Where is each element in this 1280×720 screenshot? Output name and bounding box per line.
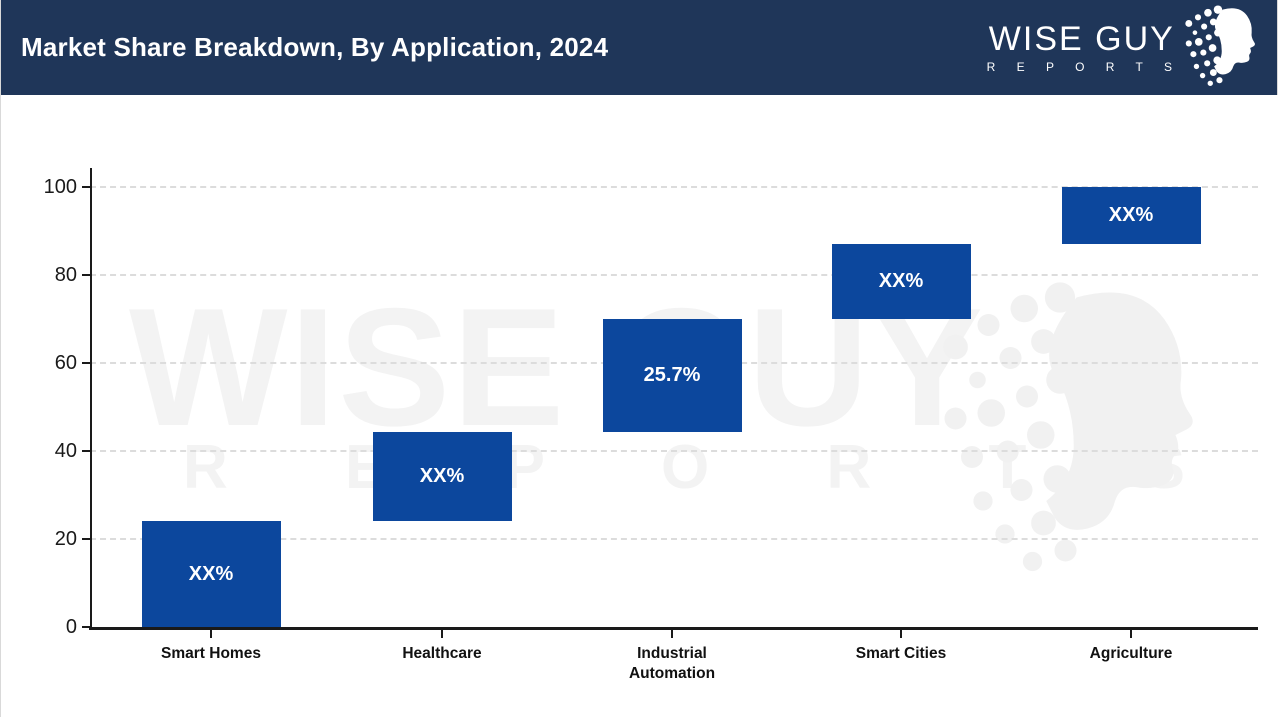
header: Market Share Breakdown, By Application, … [1, 0, 1277, 95]
bar-value-label: 25.7% [643, 364, 701, 387]
logo-subtitle-text: R E P O R T S [986, 59, 1181, 74]
logo-face-icon [1185, 4, 1255, 86]
x-axis-tick-mark [210, 630, 212, 638]
y-axis-tick-label: 80 [54, 264, 77, 286]
logo-brand-text: WISE GUY [988, 19, 1175, 58]
y-axis-tick-mark [82, 538, 90, 540]
logo-wordmark: WISE GUY R E P O R T S [983, 22, 1181, 74]
bar-smart-homes: XX% [141, 521, 281, 627]
x-axis-tick-mark [441, 630, 443, 638]
x-axis-tick-mark [671, 630, 673, 638]
bar-value-label: XX% [419, 465, 465, 488]
bar-value-label: XX% [188, 562, 234, 585]
bar-healthcare: XX% [372, 432, 512, 522]
x-axis-label-smart-homes: Smart Homes [161, 645, 261, 662]
x-axis-label-agriculture: Agriculture [1089, 645, 1173, 662]
bar-smart-cities: XX% [831, 244, 971, 319]
y-axis-tick-mark [82, 186, 90, 188]
bar-value-label: XX% [1108, 204, 1154, 227]
y-axis-tick-mark [82, 362, 90, 364]
x-axis-tick-mark [900, 630, 902, 638]
bar-industrial-automation: 25.7% [602, 319, 742, 433]
gridline [90, 450, 1258, 452]
y-axis-tick-label: 40 [54, 440, 77, 462]
y-axis-tick-label: 0 [65, 616, 77, 638]
x-axis-line [89, 627, 1258, 630]
y-axis-line [90, 168, 92, 629]
y-axis-tick-label: 20 [54, 528, 77, 550]
x-axis-label-industrial-automation: Industrial Automation [628, 645, 716, 683]
y-axis-tick-label: 100 [43, 176, 77, 198]
y-axis-tick-mark [82, 274, 90, 276]
gridline [90, 274, 1258, 276]
bar-agriculture: XX% [1061, 187, 1201, 245]
y-axis-tick-mark [82, 626, 90, 628]
y-axis-tick-mark [82, 450, 90, 452]
gridline [90, 186, 1258, 188]
y-axis-tick-label: 60 [54, 352, 77, 374]
gridline [90, 538, 1258, 540]
chart-area: WISE GUY R E P O R T S 0 20 40 60 80 100 XX% XX… [1, 95, 1279, 717]
bar-value-label: XX% [878, 270, 924, 293]
x-axis-tick-mark [1130, 630, 1132, 638]
x-axis-label-healthcare: Healthcare [402, 645, 482, 662]
wiseguy-logo: WISE GUY R E P O R T S [983, 0, 1267, 95]
x-axis-label-smart-cities: Smart Cities [855, 645, 947, 662]
page-title: Market Share Breakdown, By Application, … [21, 32, 609, 62]
